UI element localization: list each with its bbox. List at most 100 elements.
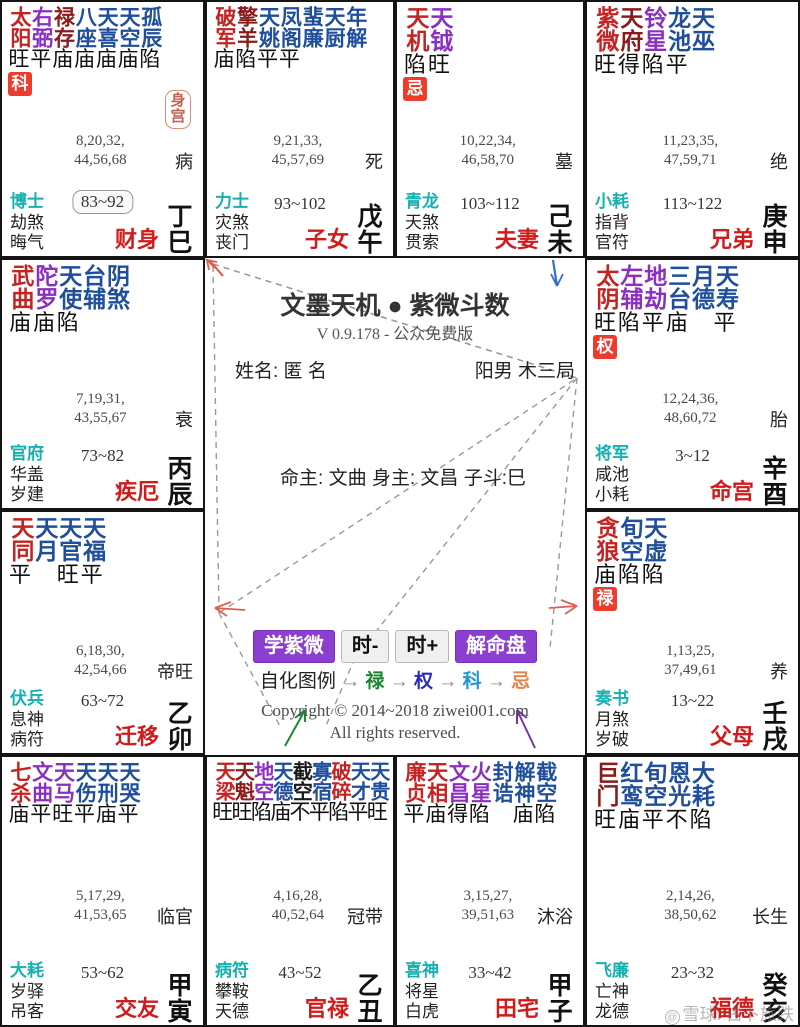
- star-column: 天​同平: [7, 516, 34, 586]
- palace-name[interactable]: 田宅: [495, 991, 539, 1023]
- copyright-line-1: Copyright © 2014~2018 ziwei001.com: [261, 701, 529, 720]
- shensha-line-1: 小耗: [595, 191, 629, 211]
- star-name: 紫​微: [592, 6, 619, 52]
- palace-label: 命宫: [709, 479, 754, 504]
- star-name: 解​神: [511, 761, 535, 803]
- decade-range[interactable]: 83~92: [71, 190, 134, 214]
- hua-badges: 忌: [403, 77, 577, 102]
- palace-cell-xu[interactable]: 贪​狼庙旬​空陷天​虚陷 禄 1,13,25, 37,49,61 养 奏书 月煞岁…: [585, 510, 800, 755]
- star-column: 恩​光不: [665, 761, 691, 831]
- palace-cell-hai[interactable]: 巨​门旺红​鸾庙旬​空平恩​光不大​耗陷 2,14,26, 38,50,62 长…: [585, 755, 800, 1027]
- palace-label: 官禄: [304, 996, 349, 1021]
- star-brightness: 庙: [95, 48, 117, 71]
- star-brightness: 庙: [32, 310, 55, 335]
- palace-cell-chou[interactable]: 天​梁旺天​魁旺地​空陷天​德庙截​空不寡​宿平破​碎陷天​才平天​贵旺 4,1…: [205, 755, 395, 1027]
- stem-branch: 辛酉: [758, 455, 792, 508]
- palace-cell-wei[interactable]: 天​机陷天​钺旺 忌 10,22,34, 46,58,70 墓 青龙 天煞 贯索 1…: [395, 0, 585, 258]
- decade-range[interactable]: 23~32: [670, 963, 715, 982]
- shensha-line-1: 飞廉: [595, 960, 629, 980]
- hua-badge-科[interactable]: 科: [8, 72, 32, 97]
- branch-char: 戌: [762, 725, 788, 754]
- body-palace-char: 宫: [170, 107, 186, 125]
- palace-cell-chen[interactable]: 武​曲庙陀​罗庙天​使陷台​辅 阴​煞 7,19,31, 43,55,67 衰 …: [0, 258, 205, 510]
- hour-minus-button[interactable]: 时-: [340, 630, 390, 663]
- star-column: 旬​空陷: [617, 516, 643, 586]
- star-name: 天​魁: [231, 761, 254, 801]
- palace-cell-you[interactable]: 太​阴旺左​辅陷地​劫平三​台庙月​德 天​寿平 权 12,24,36, 48,…: [585, 258, 800, 510]
- palace-name[interactable]: 父母: [710, 719, 754, 751]
- palace-label: 福德: [709, 996, 754, 1021]
- star-name: 天​厨: [321, 6, 345, 48]
- palace-cell-si[interactable]: 太​阳旺右​弼平禄​存庙八​座庙天​喜庙天​空庙孤​辰陷 科 身宫 8,20,3…: [0, 0, 205, 258]
- star-column: 天​才平: [347, 761, 369, 824]
- palace-name[interactable]: 夫妻: [495, 222, 539, 254]
- decade-range[interactable]: 13~22: [670, 691, 715, 710]
- learn-ziwei-button[interactable]: 学紫微: [252, 630, 335, 663]
- star-name: 天​德: [270, 761, 293, 801]
- interpret-chart-button[interactable]: 解命盘: [455, 630, 538, 663]
- decade-range[interactable]: 113~122: [662, 194, 723, 213]
- palace-name[interactable]: 兄弟: [710, 222, 754, 254]
- decade-range[interactable]: 73~82: [80, 446, 125, 465]
- star-list: 天​机陷天​钺旺: [403, 6, 577, 76]
- palace-name[interactable]: 交友: [115, 991, 159, 1023]
- shensha-line-3: 贯索: [405, 233, 439, 253]
- shensha-line-2: 劫煞: [10, 212, 44, 232]
- decade-range[interactable]: 103~112: [460, 194, 520, 213]
- star-name: 右​弼: [29, 6, 53, 48]
- palace-cell-shen[interactable]: 紫​微旺天​府得铃​星陷龙​池平天​巫 11,23,35, 47,59,71 绝…: [585, 0, 800, 258]
- branch-char: 亥: [762, 997, 788, 1026]
- palace-name[interactable]: 官禄: [305, 991, 349, 1023]
- transformation-legend: 自化图例 → 禄 → 权 → 科 → 忌: [205, 666, 585, 693]
- star-brightness: 庙: [8, 803, 30, 826]
- palace-name[interactable]: 疾厄: [115, 474, 159, 506]
- shensha-line-2: 攀鞍: [215, 981, 249, 1001]
- stem-char: 己: [547, 202, 573, 231]
- decade-range[interactable]: 93~102: [274, 194, 326, 213]
- stem-char: 甲: [547, 971, 573, 1000]
- shensha-line-3: 丧门: [215, 233, 249, 253]
- star-name: 地​劫: [640, 264, 667, 310]
- star-column: 天​姚平: [256, 6, 280, 71]
- palace-cell-yin[interactable]: 七​杀庙文​曲平天​马旺天​伤平天​刑庙天​哭平 5,17,29, 41,53,…: [0, 755, 205, 1027]
- palace-cell-wu[interactable]: 破​军庙擎​羊陷天​姚平凤​阁平蜚​廉 天​厨 年​解 9,21,33, 45,…: [205, 0, 395, 258]
- hour-plus-button[interactable]: 时+: [395, 630, 450, 663]
- decade-range[interactable]: 63~72: [80, 691, 125, 710]
- palace-name[interactable]: 命宫: [710, 474, 754, 506]
- decade-range[interactable]: 3~12: [675, 446, 710, 465]
- star-name: 文​昌: [446, 761, 470, 803]
- star-brightness: 陷: [235, 48, 257, 71]
- star-name: 禄​存: [51, 6, 75, 48]
- star-brightness: 旺: [56, 562, 79, 587]
- palace-label: 夫妻: [494, 227, 539, 252]
- palace-name[interactable]: 迁移: [115, 719, 159, 751]
- star-name: 天​姚: [256, 6, 280, 48]
- star-brightness: 得: [447, 803, 469, 826]
- decade-range[interactable]: 33~42: [468, 963, 512, 982]
- decade-range[interactable]: 53~62: [80, 963, 125, 982]
- palace-name[interactable]: 财身: [115, 222, 159, 254]
- watermark-text: 雪球: 占卜旅跌: [682, 1005, 794, 1024]
- star-brightness: 平: [257, 48, 279, 71]
- star-brightness: 平: [347, 801, 369, 824]
- hua-badge-忌[interactable]: 忌: [403, 77, 427, 102]
- palace-name[interactable]: 福德: [710, 991, 754, 1023]
- hua-badge-禄[interactable]: 禄: [593, 587, 617, 612]
- palace-label: 疾厄: [114, 479, 159, 504]
- hua-badge-权[interactable]: 权: [593, 335, 617, 360]
- star-column: 文​曲平: [30, 761, 53, 826]
- decade-range[interactable]: 43~52: [278, 963, 322, 982]
- shensha-list: 青龙 天煞 贯索: [405, 192, 439, 254]
- shensha-line-2: 咸池: [595, 464, 629, 484]
- palace-cell-mao[interactable]: 天​同平天​月 天​官旺天​福平 6,18,30, 42,54,66 帝旺 伏兵…: [0, 510, 205, 755]
- star-name: 天​同: [7, 516, 34, 562]
- shensha-line-1: 博士: [10, 191, 44, 211]
- legend-ke: 科: [462, 671, 482, 692]
- star-brightness: [491, 804, 512, 826]
- palace-name[interactable]: 子女: [305, 222, 349, 254]
- star-brightness: 陷: [641, 562, 664, 587]
- star-brightness: 陷: [534, 803, 556, 826]
- palace-body-marker: 身: [136, 227, 159, 252]
- palace-cell-zi[interactable]: 廉​贞平天​相庙文​昌得火​星陷封​诰 解​神庙截​空陷 3,15,27, 39…: [395, 755, 585, 1027]
- star-brightness: 陷: [139, 48, 161, 71]
